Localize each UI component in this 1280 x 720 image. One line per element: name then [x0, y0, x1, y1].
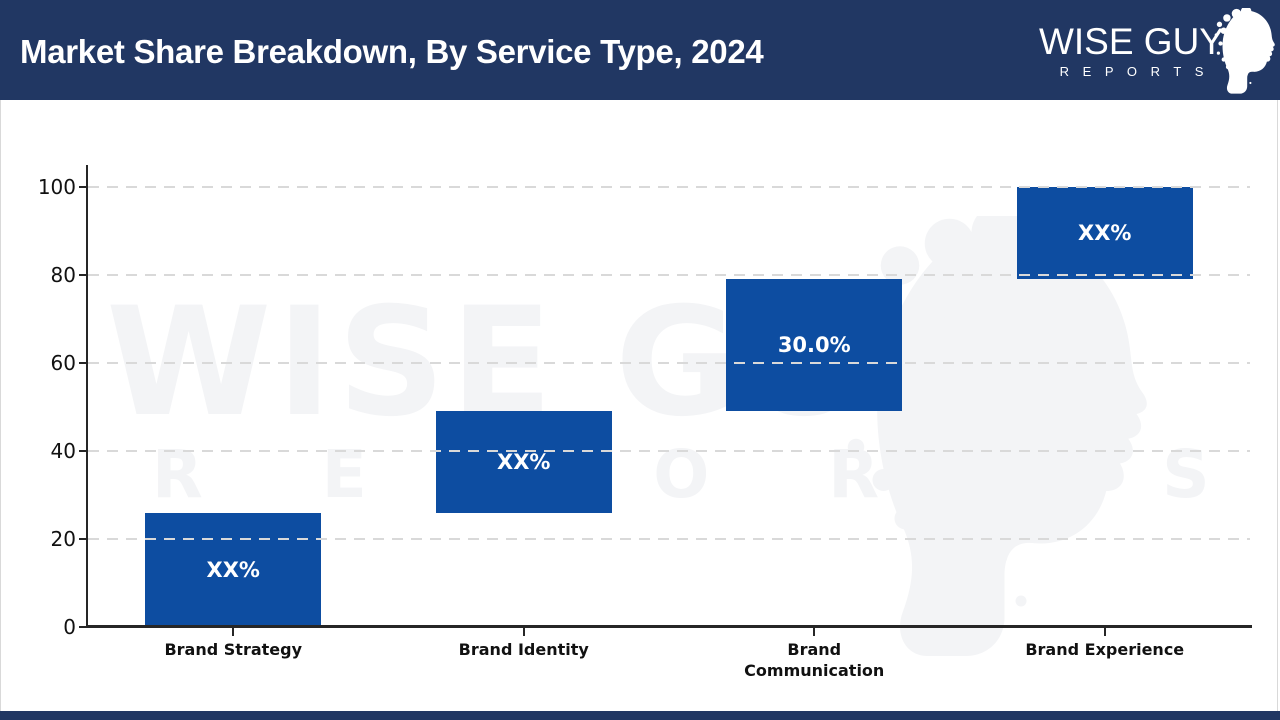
wise-guy-reports-logo: WISE GUY R E P O R T S: [1039, 8, 1276, 94]
y-tick-mark-60: [79, 362, 87, 364]
x-axis-label-brand-strategy: Brand Strategy: [164, 640, 303, 659]
y-tick-label-100: 100: [37, 175, 76, 199]
bar-value-label-brand-identity: XX%: [497, 449, 551, 474]
page-left-edge: [0, 100, 1, 711]
gridline-60: [88, 362, 1250, 364]
y-tick-label-20: 20: [50, 527, 76, 551]
x-tick-mark-brand-communication: [813, 628, 816, 636]
bar-value-label-brand-experience: XX%: [1078, 221, 1132, 246]
y-tick-mark-100: [79, 186, 87, 188]
x-tick-mark-brand-experience: [1103, 628, 1106, 636]
logo-wordmark-line1: WISE GUY: [1038, 20, 1224, 62]
y-tick-label-0: 0: [63, 615, 76, 639]
y-axis-spine: [86, 165, 88, 627]
gridline-20: [88, 538, 1250, 540]
y-tick-mark-0: [79, 626, 87, 628]
bar-brand-strategy: XX%: [145, 512, 322, 627]
bar-value-label-brand-strategy: XX%: [206, 557, 260, 582]
logo-wordmark-line2: R E P O R T S: [1059, 64, 1209, 80]
page-title: Market Share Breakdown, By Service Type,…: [20, 33, 764, 70]
header-bar: Market Share Breakdown, By Service Type,…: [0, 0, 1280, 100]
y-tick-label-60: 60: [50, 351, 76, 375]
y-tick-mark-80: [79, 274, 87, 276]
bar-brand-experience: XX%: [1016, 187, 1193, 280]
bar-brand-communication: 30.0%: [726, 279, 903, 412]
y-tick-label-40: 40: [50, 439, 76, 463]
y-tick-mark-40: [79, 450, 87, 452]
x-axis-label-brand-experience: Brand Experience: [1025, 640, 1185, 659]
x-tick-mark-brand-identity: [522, 628, 525, 636]
gridline-100: [88, 186, 1250, 188]
x-axis-label-brand-communication: Brand Communication: [744, 640, 885, 680]
page-right-edge: [1277, 100, 1278, 711]
bar-brand-identity: XX%: [435, 411, 612, 513]
logo-dotted-head-icon: [1214, 8, 1275, 94]
gridline-80: [88, 274, 1250, 276]
logo-wordmark: WISE GUY R E P O R T S: [1038, 20, 1224, 80]
y-tick-mark-20: [79, 538, 87, 540]
footer-bar: [0, 711, 1280, 720]
x-axis-line: [86, 625, 1252, 628]
y-tick-label-80: 80: [50, 263, 76, 287]
bar-value-label-brand-communication: 30.0%: [777, 333, 851, 358]
x-tick-mark-brand-strategy: [232, 628, 235, 636]
x-axis-label-brand-identity: Brand Identity: [458, 640, 589, 659]
gridline-40: [88, 450, 1250, 452]
